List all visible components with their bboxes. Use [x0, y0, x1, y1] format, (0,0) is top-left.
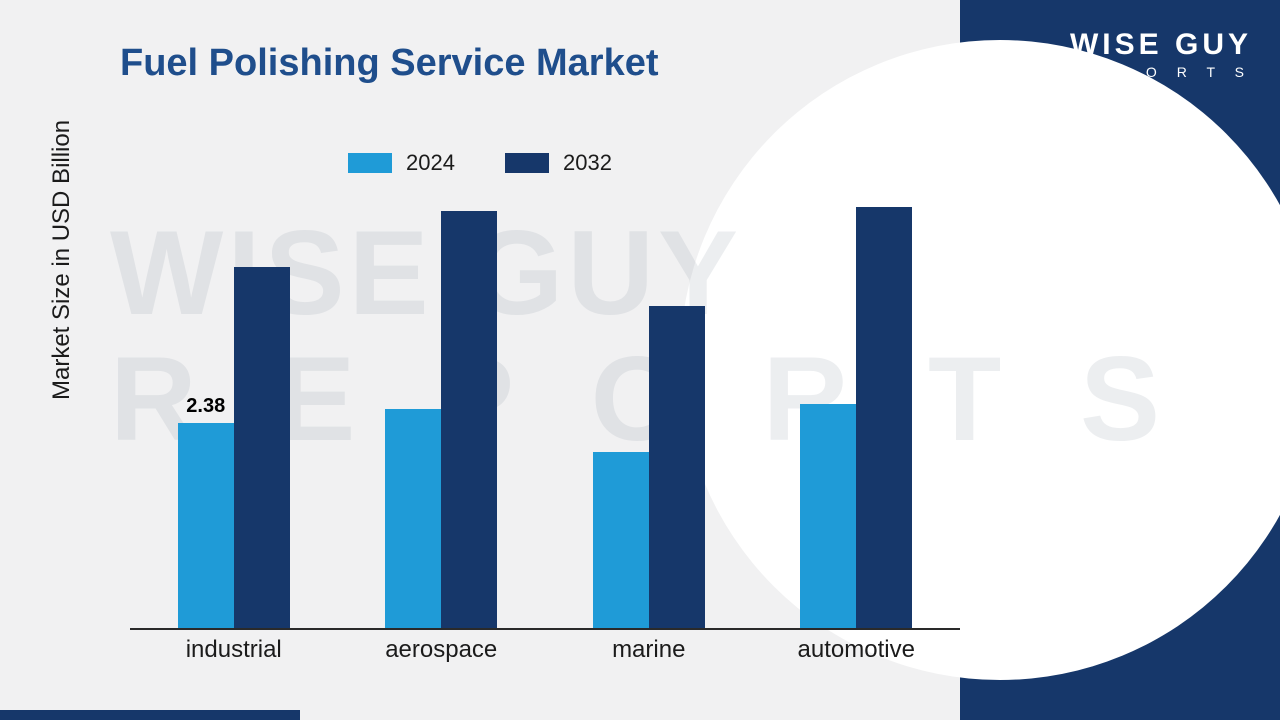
chart-title: Fuel Polishing Service Market	[120, 42, 659, 85]
bar	[649, 306, 705, 629]
bar	[856, 207, 912, 628]
category-label: automotive	[796, 636, 916, 664]
legend-label-2024: 2024	[406, 150, 455, 176]
legend-item-2032: 2032	[505, 150, 612, 176]
footer-accent-bar	[0, 710, 300, 720]
bar	[234, 267, 290, 628]
category-label: industrial	[174, 636, 294, 664]
legend-item-2024: 2024	[348, 150, 455, 176]
brand-logo: WISE GUY R E P O R T S	[1058, 28, 1252, 80]
legend-swatch-2024	[348, 153, 392, 173]
y-axis-label: Market Size in USD Billion	[48, 120, 76, 400]
chart-plot-area: 2.38	[130, 200, 960, 630]
legend-swatch-2032	[505, 153, 549, 173]
bar	[800, 404, 856, 628]
category-label: aerospace	[381, 636, 501, 664]
bar-value-label: 2.38	[186, 395, 225, 418]
logo-line2: R E P O R T S	[1058, 64, 1252, 80]
bar-group	[385, 211, 497, 628]
bar	[593, 452, 649, 628]
bar-group	[800, 207, 912, 628]
category-label: marine	[589, 636, 709, 664]
logo-line1: WISE GUY	[1058, 28, 1252, 62]
bar	[441, 211, 497, 628]
chart-legend: 2024 2032	[0, 150, 960, 176]
bar-group: 2.38	[178, 267, 290, 628]
bar-groups: 2.38	[130, 200, 960, 628]
category-labels: industrial aerospace marine automotive	[130, 636, 960, 664]
legend-label-2032: 2032	[563, 150, 612, 176]
page-root: Fuel Polishing Service Market WISE GUY R…	[0, 0, 1280, 720]
bar-group	[593, 306, 705, 629]
bar	[385, 409, 441, 628]
bar: 2.38	[178, 423, 234, 628]
